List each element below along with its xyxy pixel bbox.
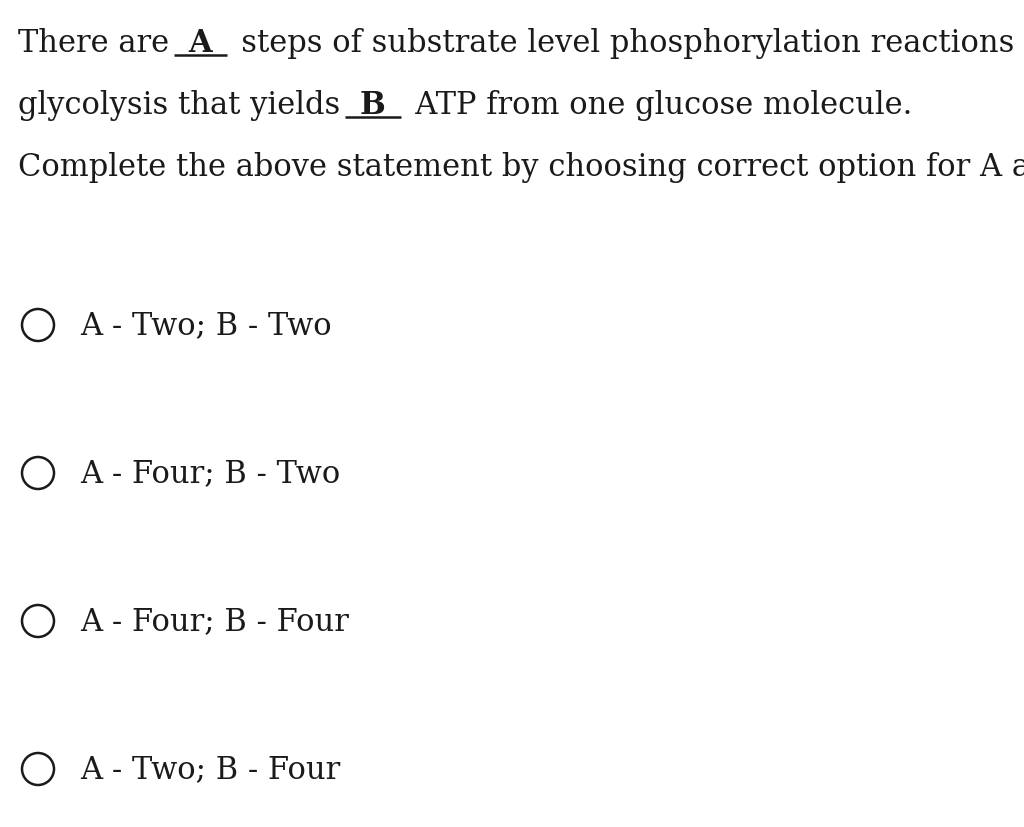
- Text: A - Two; B - Two: A - Two; B - Two: [80, 310, 332, 341]
- Text: There are: There are: [18, 28, 188, 59]
- Text: A: A: [188, 28, 212, 59]
- Text: glycolysis that yields: glycolysis that yields: [18, 90, 359, 121]
- Text: A - Two; B - Four: A - Two; B - Four: [80, 753, 340, 785]
- Text: steps of substrate level phosphorylation reactions in: steps of substrate level phosphorylation…: [212, 28, 1024, 59]
- Text: Complete the above statement by choosing correct option for A and B.: Complete the above statement by choosing…: [18, 152, 1024, 183]
- Text: ATP from one glucose molecule.: ATP from one glucose molecule.: [385, 90, 912, 121]
- Text: A - Four; B - Two: A - Four; B - Two: [80, 458, 340, 489]
- Text: A - Four; B - Four: A - Four; B - Four: [80, 605, 349, 637]
- Text: B: B: [359, 90, 385, 121]
